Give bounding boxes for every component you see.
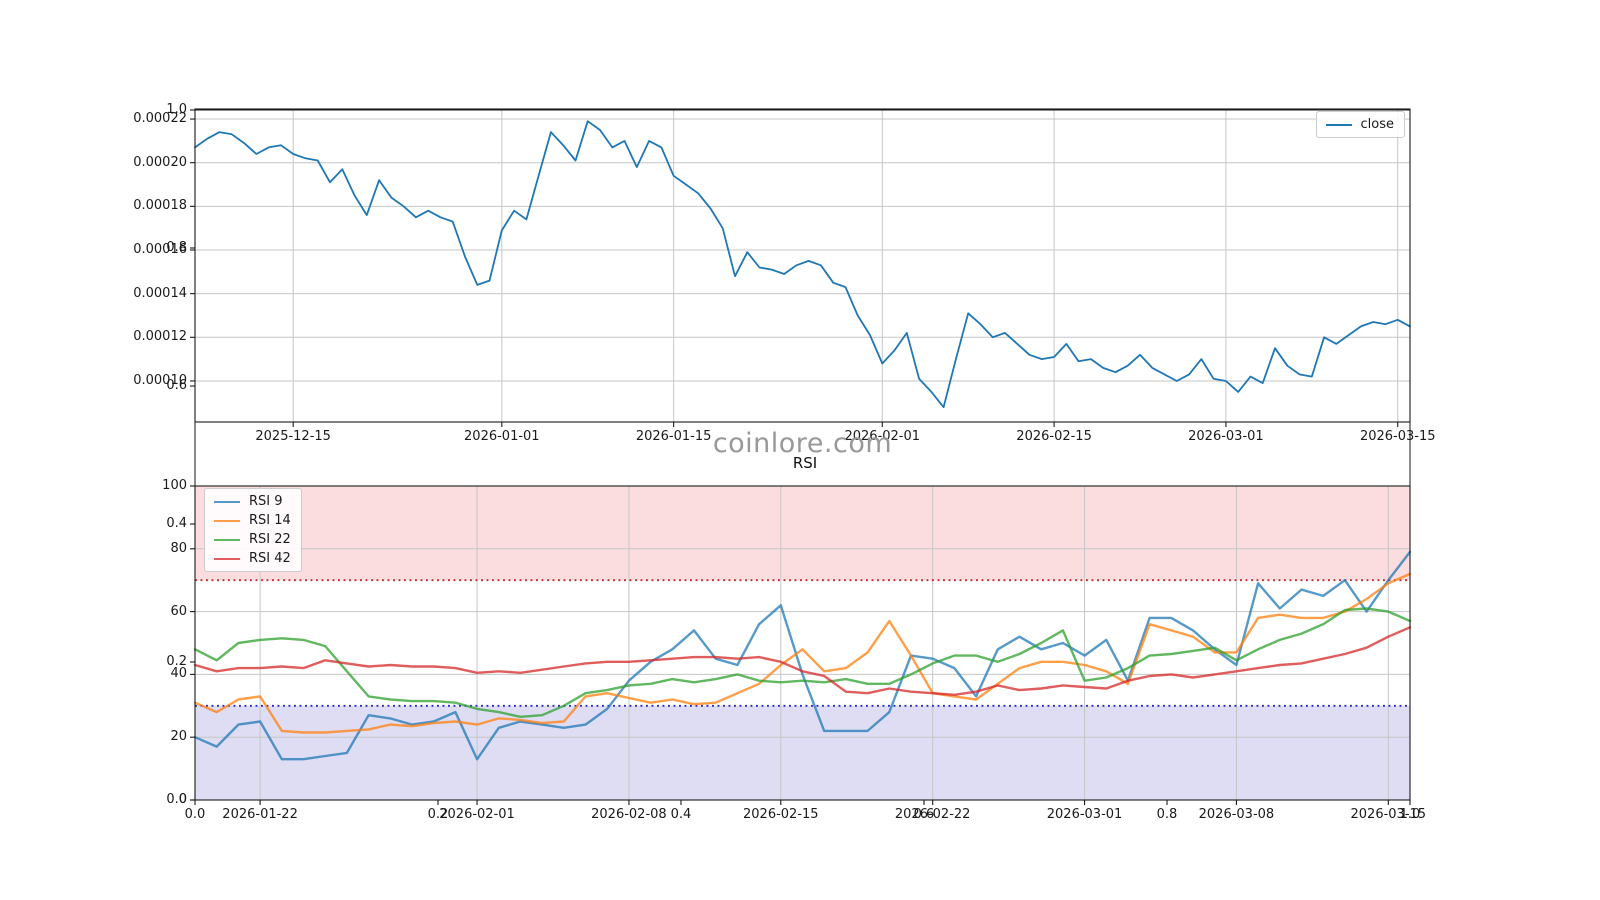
overlay-y-tick-label: 0.6	[166, 378, 187, 393]
overlay-y-tick-label: 0.8	[166, 240, 187, 255]
x-tick-label: 2026-02-01	[439, 807, 515, 822]
x-tick-label: 2026-02-08	[591, 807, 667, 822]
legend-label: close	[1360, 117, 1394, 132]
overlay-y-tick-label: 0.2	[166, 654, 187, 669]
rsi14-line-swatch	[214, 519, 240, 522]
y-tick-label: 0	[178, 792, 187, 807]
y-tick-label: 0.00012	[133, 329, 187, 345]
x-tick-label: 2026-01-15	[635, 429, 712, 444]
overlay-x-tick-label: 1.0	[1399, 807, 1421, 822]
overlay-x-tick-label: 0.8	[1156, 807, 1178, 822]
x-tick-label: 2026-01-22	[222, 807, 298, 822]
x-tick-label: 2026-03-15	[1350, 807, 1427, 822]
overlay-x-tick-label: 0.4	[670, 807, 692, 822]
y-tick-label: 0.00022	[133, 111, 187, 127]
y-tick-label: 0.00018	[133, 198, 187, 214]
overlay-y-tick-label: 1.0	[166, 102, 187, 117]
y-tick-label: 0.00014	[133, 285, 187, 301]
legend-item-rsi22: RSI 22	[214, 532, 291, 547]
x-tick-label: 2026-02-22	[894, 807, 971, 822]
rsi9-line-swatch	[214, 500, 240, 503]
x-tick-label: 2025-12-15	[255, 429, 331, 444]
close-line-swatch	[1325, 123, 1352, 126]
y-tick-label: 100	[162, 478, 187, 493]
x-tick-label: 2026-03-15	[1359, 429, 1436, 444]
y-tick-label: 0.00020	[133, 154, 187, 170]
y-tick-label: 0.00016	[133, 242, 187, 257]
x-tick-label: 2026-01-01	[464, 429, 540, 444]
legend-label: RSI 42	[249, 551, 291, 566]
overlay-x-tick-label: 0.0	[184, 807, 206, 822]
legend-item-rsi42: RSI 42	[214, 551, 291, 566]
rsi-legend: RSI 9 RSI 14 RSI 22 RSI 42	[204, 488, 302, 572]
legend-label: RSI 14	[249, 513, 291, 528]
rsi22-line-swatch	[214, 538, 240, 541]
price-legend: close	[1315, 111, 1405, 138]
legend-item-close: close	[1325, 117, 1394, 132]
y-tick-label: 80	[170, 540, 187, 556]
overlay-x-tick-label: 0.6	[913, 807, 935, 822]
rsi-chart-title: RSI	[792, 454, 818, 472]
legend-label: RSI 22	[249, 532, 291, 547]
x-tick-label: 2026-02-15	[1016, 429, 1092, 444]
x-tick-label: 2026-02-15	[743, 807, 819, 822]
overlay-x-tick-label: 0.2	[427, 807, 449, 822]
x-tick-label: 2026-03-01	[1046, 807, 1123, 822]
x-tick-label: 2026-03-01	[1188, 429, 1264, 444]
y-tick-label: 60	[170, 603, 187, 619]
overlay-y-tick-label: 0.0	[166, 792, 187, 807]
x-tick-label: 2026-02-01	[844, 429, 921, 444]
legend-label: RSI 9	[249, 494, 283, 509]
legend-item-rsi9: RSI 9	[214, 494, 291, 509]
overlay-y-tick-label: 0.4	[166, 516, 187, 531]
legend-item-rsi14: RSI 14	[214, 513, 291, 528]
y-tick-label: 0.00010	[133, 372, 187, 388]
rsi42-line-swatch	[214, 557, 240, 560]
x-tick-label: 2026-03-08	[1198, 807, 1275, 822]
watermark: coinlore.com	[712, 428, 893, 459]
y-tick-label: 20	[170, 729, 187, 745]
y-tick-label: 40	[170, 666, 187, 682]
